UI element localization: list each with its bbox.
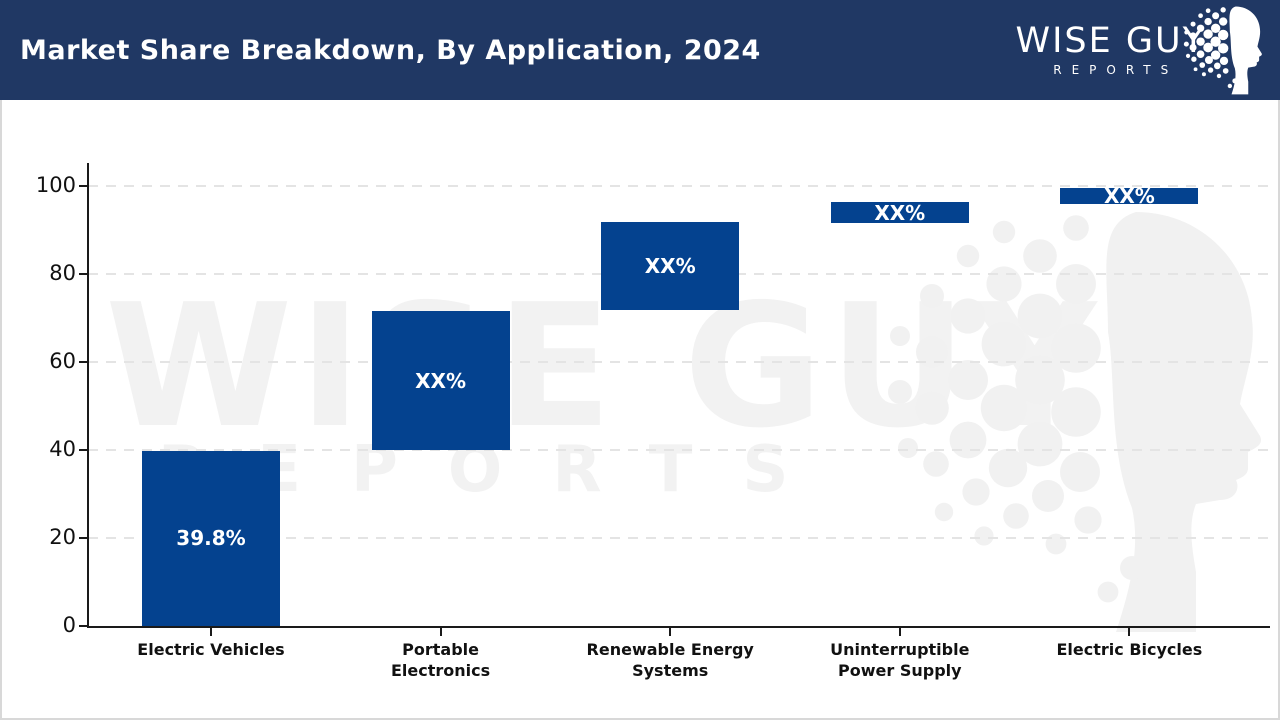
x-tick-mark-electric-vehicles — [210, 628, 212, 636]
logo-subtitle: REPORTS — [1053, 62, 1179, 77]
x-tick-label-electric-vehicles: Electric Vehicles — [137, 640, 285, 659]
bar-value-label-portable-electronics: XX% — [415, 368, 467, 393]
bar-value-label-electric-vehicles: 39.8% — [176, 526, 246, 551]
wiseguy-logo-text: WISE GUY REPORTS — [1015, 20, 1206, 77]
x-tick-mark-electric-bicycles — [1128, 628, 1131, 636]
bar-electric-bicycles: XX% — [1060, 183, 1199, 208]
page-title: Market Share Breakdown, By Application, … — [20, 34, 761, 66]
y-tick-label-100: 100 — [35, 173, 76, 197]
bar-renewable-energy-systems: XX% — [601, 222, 740, 310]
x-tick-label-electric-bicycles: Electric Bicycles — [1056, 640, 1203, 659]
gridline-100 — [88, 185, 1270, 187]
y-tick-mark-100 — [79, 185, 88, 187]
y-tick-label-0: 0 — [62, 613, 76, 637]
y-tick-label-40: 40 — [49, 437, 76, 461]
y-tick-mark-40 — [79, 449, 88, 451]
gridline-40 — [88, 449, 1270, 451]
bar-portable-electronics: XX% — [371, 311, 510, 450]
y-tick-label-60: 60 — [49, 349, 76, 373]
x-tick-mark-renewable-energy-systems — [669, 628, 672, 636]
gridline-60 — [88, 361, 1270, 363]
bar-value-label-renewable-energy-systems: XX% — [644, 253, 696, 278]
bar-value-label-electric-bicycles: XX% — [1103, 183, 1155, 208]
x-tick-label-portable-electronics: Portable Electronics — [391, 640, 491, 680]
x-axis-line — [87, 626, 1270, 628]
y-tick-mark-80 — [79, 273, 88, 275]
bar-electric-vehicles: 39.8% — [142, 450, 280, 626]
logo-wordmark: WISE GUY — [1015, 20, 1206, 61]
bar-value-label-uninterruptible-power-supply: XX% — [874, 200, 926, 225]
gridline-20 — [88, 537, 1270, 539]
header-bar: Market Share Breakdown, By Application, … — [0, 0, 1280, 100]
wiseguy-logo: WISE GUY REPORTS — [1015, 4, 1280, 96]
x-tick-label-uninterruptible-power-supply: Uninterruptible Power Supply — [830, 640, 970, 680]
x-tick-mark-portable-electronics — [439, 628, 442, 636]
y-tick-label-80: 80 — [49, 261, 76, 285]
y-tick-label-20: 20 — [49, 525, 76, 549]
y-tick-mark-60 — [79, 361, 88, 363]
bar-uninterruptible-power-supply: XX% — [830, 200, 969, 225]
y-tick-mark-20 — [79, 537, 88, 539]
x-tick-label-renewable-energy-systems: Renewable Energy Systems — [586, 640, 754, 680]
y-axis-line — [87, 163, 89, 628]
x-tick-mark-uninterruptible-power-supply — [898, 628, 901, 636]
y-tick-mark-0 — [79, 625, 88, 627]
